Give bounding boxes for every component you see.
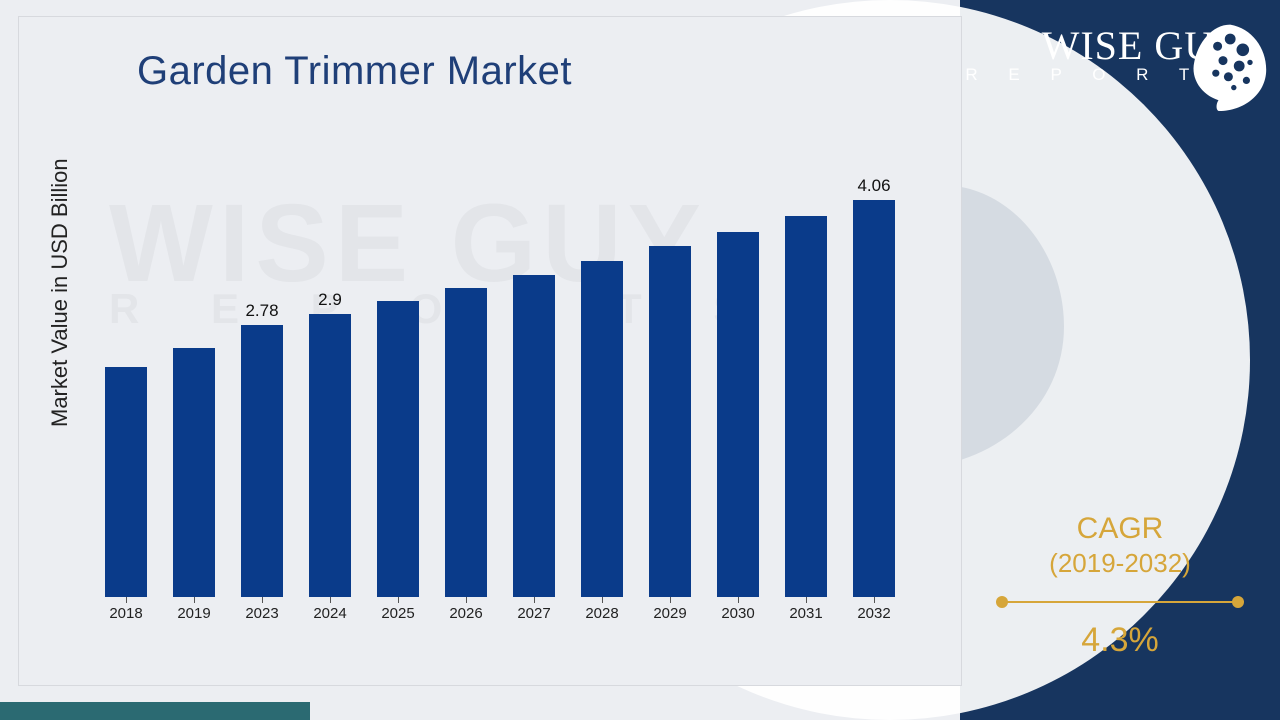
bar-value-label: 4.06 [853, 176, 895, 196]
cagr-period: (2019-2032) [988, 548, 1252, 579]
chart-title: Garden Trimmer Market [137, 49, 572, 94]
x-tick-label: 2018 [109, 605, 142, 622]
x-tick-mark [602, 597, 603, 603]
bottom-accent-strip [0, 702, 310, 720]
x-tick-mark [330, 597, 331, 603]
bar [717, 232, 759, 597]
x-tick-label: 2025 [381, 605, 414, 622]
bar-value-label: 2.9 [309, 290, 351, 310]
x-tick-mark [398, 597, 399, 603]
bar: 4.06 [853, 200, 895, 597]
y-axis-label: Market Value in USD Billion [47, 158, 73, 427]
bar [173, 348, 215, 597]
bar [649, 246, 691, 597]
cagr-divider [1002, 601, 1238, 603]
chart-card: Garden Trimmer Market WISE GUY R E P O R… [18, 16, 962, 686]
brand-logo-line2: R E P O R T S [959, 65, 1244, 85]
x-tick-mark [738, 597, 739, 603]
brand-logo-line1: WISE GUY [959, 22, 1244, 69]
x-tick-label: 2024 [313, 605, 346, 622]
cagr-value: 4.3% [988, 621, 1252, 660]
bar [105, 367, 147, 597]
x-tick-mark [126, 597, 127, 603]
brand-logo: WISE GUY R E P O R T S [959, 22, 1244, 85]
bar: 2.9 [309, 314, 351, 597]
x-tick-label: 2030 [721, 605, 754, 622]
x-tick-label: 2029 [653, 605, 686, 622]
x-tick-mark [466, 597, 467, 603]
x-tick-label: 2028 [585, 605, 618, 622]
x-tick-mark [262, 597, 263, 603]
bar [581, 261, 623, 597]
x-tick-mark [534, 597, 535, 603]
cagr-block: CAGR (2019-2032) 4.3% [988, 512, 1252, 660]
bar [445, 288, 487, 597]
x-tick-label: 2032 [857, 605, 890, 622]
x-tick-label: 2026 [449, 605, 482, 622]
bar-plot: 2.78 2.9 4.06 [99, 177, 919, 597]
x-tick-mark [670, 597, 671, 603]
bar [513, 275, 555, 597]
bar: 2.78 [241, 325, 283, 597]
x-tick-label: 2027 [517, 605, 550, 622]
x-tick-label: 2023 [245, 605, 278, 622]
x-tick-mark [806, 597, 807, 603]
x-tick-mark [194, 597, 195, 603]
x-tick-label: 2031 [789, 605, 822, 622]
bar-value-label: 2.78 [241, 301, 283, 321]
cagr-label: CAGR [988, 512, 1252, 546]
bar [785, 216, 827, 597]
bar [377, 301, 419, 597]
stage: Garden Trimmer Market WISE GUY R E P O R… [0, 0, 1280, 720]
x-tick-label: 2019 [177, 605, 210, 622]
x-tick-mark [874, 597, 875, 603]
